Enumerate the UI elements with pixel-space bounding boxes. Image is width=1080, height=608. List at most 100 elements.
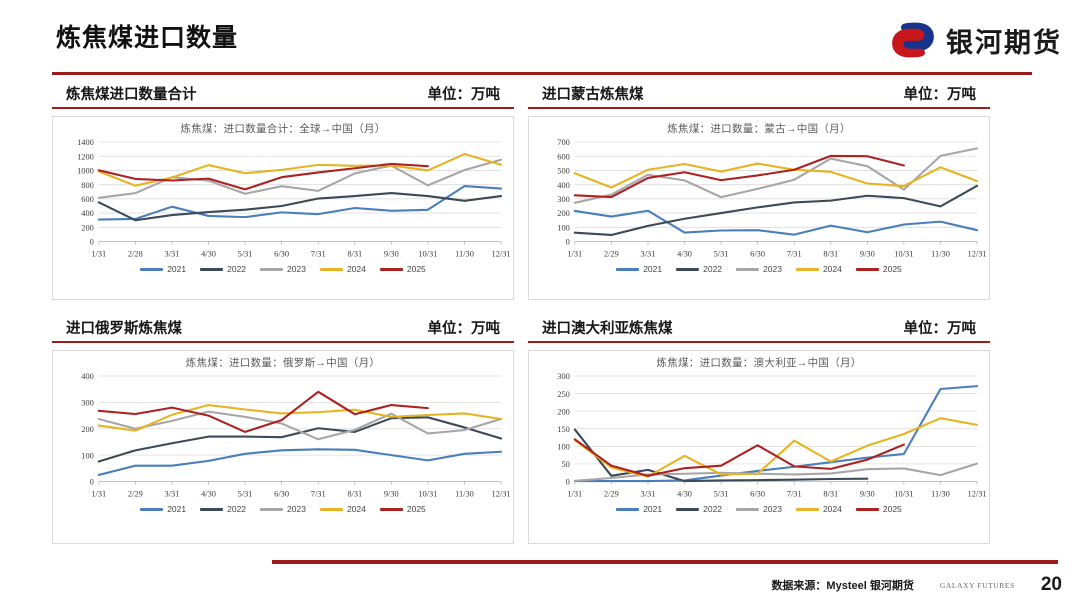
svg-text:100: 100 [557, 443, 570, 452]
chart-title: 炼焦煤：进口数量合计：全球→中国（月） [180, 123, 386, 135]
svg-text:7/31: 7/31 [311, 489, 326, 498]
svg-text:500: 500 [557, 167, 570, 176]
series-line-2025 [97, 390, 429, 433]
svg-text:1/31: 1/31 [91, 249, 106, 258]
series-line-2021 [573, 385, 979, 483]
svg-text:2/28: 2/28 [128, 249, 143, 258]
legend-label: 2024 [346, 504, 366, 515]
legend-item-2022[interactable]: 2022 [676, 264, 722, 274]
legend-item-2024[interactable]: 2024 [795, 504, 842, 514]
plot-area: 0 100 200 300 400 1/31 2/29 3/31 4/30 5/31 6/30 7/3… [53, 370, 513, 503]
legend-item-2024[interactable]: 2024 [319, 264, 366, 274]
series-line-2021 [573, 209, 979, 236]
legend-swatch-2021 [140, 508, 164, 511]
svg-text:0: 0 [90, 238, 94, 247]
svg-text:150: 150 [557, 425, 570, 434]
brand-logo: 银河期货 [890, 20, 1062, 60]
svg-text:300: 300 [557, 372, 570, 381]
legend-item-2023[interactable]: 2023 [260, 264, 306, 274]
legend-item-2025[interactable]: 2025 [855, 504, 902, 515]
legend-item-2021[interactable]: 2021 [616, 504, 662, 514]
legend-label: 2021 [643, 264, 663, 275]
panel-unit: 单位：万吨 [903, 321, 977, 337]
series-line-2024 [97, 403, 503, 432]
svg-text:5/31: 5/31 [714, 249, 729, 258]
line-chart-svg: 0 50 100 150 200 250 300 1/31 2/29 3/31 4/30 5/31 6/… [557, 372, 987, 498]
brand-name: 银河期货 [946, 27, 1062, 58]
svg-text:11/30: 11/30 [931, 489, 950, 498]
legend-label: 2023 [763, 264, 782, 275]
svg-text:800: 800 [81, 181, 94, 190]
series-line-2024 [573, 162, 979, 189]
svg-text:0: 0 [566, 238, 570, 247]
legend-item-2025[interactable]: 2025 [379, 264, 426, 274]
legend-item-2022[interactable]: 2022 [200, 504, 246, 514]
chart-container: 炼焦煤：进口数量：蒙古→中国（月） 0 100 200 300 400 500 600 700… [528, 116, 990, 300]
plot-area: 0 50 100 150 200 250 300 1/31 2/29 3/31 4/30 5/31 6/… [529, 370, 989, 503]
svg-text:1000: 1000 [77, 167, 94, 176]
chart-container: 炼焦煤：进口数量：俄罗斯→中国（月） 0 100 200 300 400 1/31 2/29… [52, 350, 514, 544]
series-line-2022 [573, 428, 869, 483]
panel-title: 进口澳大利亚炼焦煤 [542, 321, 673, 337]
footer-divider [272, 560, 1058, 564]
svg-text:7/31: 7/31 [311, 249, 326, 258]
chart-panel-australia: 进口澳大利亚炼焦煤 单位：万吨 炼焦煤：进口数量：澳大利亚→中国（月） 0 50 1… [528, 318, 990, 546]
data-source-label: 数据来源：Mysteel 银河期货 [771, 580, 914, 592]
svg-text:12/31: 12/31 [492, 489, 511, 498]
panel-title: 进口蒙古炼焦煤 [542, 87, 644, 103]
page-title: 炼焦煤进口数量 [56, 24, 239, 52]
legend-item-2024[interactable]: 2024 [319, 504, 366, 515]
svg-text:3/31: 3/31 [165, 249, 180, 258]
chart-legend: 2021 2022 2023 2024 2025 [529, 264, 989, 274]
svg-text:1200: 1200 [77, 152, 94, 161]
page-number: 20 [1040, 574, 1062, 595]
chart-title: 炼焦煤：进口数量：俄罗斯→中国（月） [185, 357, 381, 369]
legend-label: 2022 [703, 264, 723, 275]
svg-text:12/31: 12/31 [968, 249, 987, 258]
svg-text:1/31: 1/31 [91, 489, 106, 498]
legend-item-2025[interactable]: 2025 [379, 504, 426, 514]
legend-swatch-2021 [140, 268, 164, 271]
panel-header: 炼焦煤进口数量合计 单位：万吨 [52, 84, 514, 109]
legend-swatch-2022 [200, 268, 224, 271]
legend-item-2024[interactable]: 2024 [795, 264, 842, 274]
legend-swatch-2024 [795, 268, 819, 271]
svg-text:7/31: 7/31 [787, 489, 802, 498]
plot-area: 0 200 400 600 800 1000 1200 1400 1/31 2/28 3/31 4/3… [53, 136, 513, 263]
legend-item-2023[interactable]: 2023 [260, 504, 306, 514]
svg-text:250: 250 [557, 390, 570, 399]
svg-text:400: 400 [81, 209, 94, 218]
legend-swatch-2024 [795, 508, 819, 511]
svg-text:2/29: 2/29 [128, 489, 143, 498]
legend-label: 2025 [882, 504, 902, 515]
legend-item-2023[interactable]: 2023 [736, 504, 782, 514]
panel-header: 进口蒙古炼焦煤 单位：万吨 [528, 84, 990, 109]
legend-item-2022[interactable]: 2022 [200, 264, 246, 274]
legend-item-2022[interactable]: 2022 [676, 504, 722, 514]
svg-text:8/31: 8/31 [347, 489, 362, 498]
svg-text:3/31: 3/31 [641, 249, 656, 258]
legend-label: 2021 [643, 504, 663, 515]
svg-text:8/31: 8/31 [347, 249, 362, 258]
legend-item-2021[interactable]: 2021 [140, 504, 186, 514]
svg-text:11/30: 11/30 [455, 489, 474, 498]
svg-text:4/30: 4/30 [677, 489, 692, 498]
series-line-2025 [573, 438, 905, 477]
legend-label: 2023 [287, 264, 306, 275]
svg-text:8/31: 8/31 [823, 489, 838, 498]
legend-item-2021[interactable]: 2021 [140, 264, 186, 274]
legend-item-2021[interactable]: 2021 [616, 264, 662, 274]
svg-text:10/31: 10/31 [894, 249, 913, 258]
panel-header: 进口俄罗斯炼焦煤 单位：万吨 [52, 318, 514, 343]
svg-text:400: 400 [557, 181, 570, 190]
svg-text:7/31: 7/31 [787, 249, 802, 258]
svg-text:6/30: 6/30 [750, 489, 765, 498]
svg-text:9/30: 9/30 [384, 249, 399, 258]
svg-text:600: 600 [81, 195, 94, 204]
legend-item-2025[interactable]: 2025 [855, 264, 902, 274]
svg-text:12/31: 12/31 [968, 489, 987, 498]
legend-swatch-2024 [319, 268, 343, 271]
legend-item-2023[interactable]: 2023 [736, 264, 782, 274]
svg-text:8/31: 8/31 [823, 249, 838, 258]
svg-text:700: 700 [557, 138, 570, 147]
